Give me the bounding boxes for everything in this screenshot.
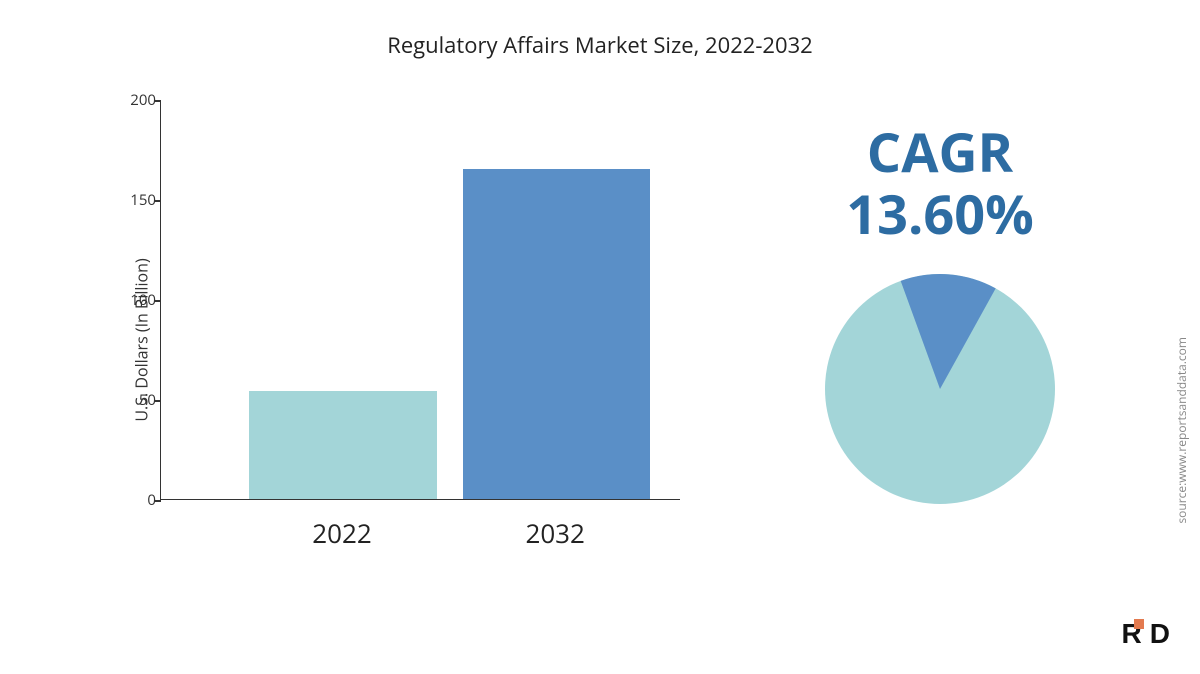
chart-title: Regulatory Affairs Market Size, 2022-203… <box>0 0 1200 60</box>
y-tick-label: 0 <box>121 490 156 510</box>
cagr-panel: CAGR 13.60% <box>760 120 1120 504</box>
y-tick-mark <box>155 200 161 202</box>
y-tick-mark <box>155 400 161 402</box>
y-tick-mark <box>155 500 161 502</box>
y-tick-label: 50 <box>121 390 156 410</box>
cagr-value: 13.60% <box>760 182 1120 244</box>
x-tick-label: 2032 <box>525 515 584 551</box>
pie-chart <box>825 274 1055 504</box>
bar <box>463 169 650 499</box>
y-tick-label: 100 <box>121 290 156 310</box>
logo-letter-d: D <box>1150 618 1168 649</box>
y-tick-label: 200 <box>121 90 156 110</box>
cagr-label: CAGR <box>760 120 1120 182</box>
source-attribution: source:www.reportsanddata.com <box>1174 337 1191 524</box>
content-area: U.S. Dollars (In Billion) 050100150200 2… <box>0 90 1200 630</box>
x-tick-label: 2022 <box>312 515 371 551</box>
y-tick-label: 150 <box>121 190 156 210</box>
plot-area: 050100150200 <box>160 100 680 500</box>
y-tick-mark <box>155 100 161 102</box>
logo-dot-icon <box>1134 619 1144 629</box>
brand-logo: RD <box>1122 618 1168 650</box>
y-tick-mark <box>155 300 161 302</box>
bar-chart: U.S. Dollars (In Billion) 050100150200 2… <box>120 100 680 580</box>
bar <box>249 391 436 499</box>
